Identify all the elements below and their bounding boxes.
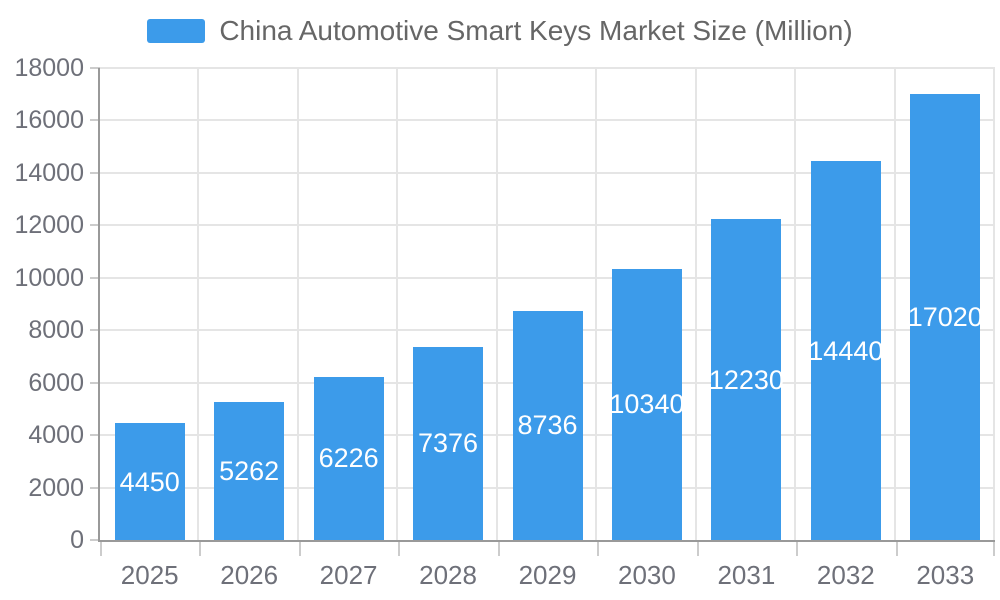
y-axis-tick-label: 4000 bbox=[28, 421, 84, 450]
y-axis-tick-label: 16000 bbox=[14, 106, 84, 135]
legend-label: China Automotive Smart Keys Market Size … bbox=[219, 15, 853, 46]
bar-value-label: 8736 bbox=[517, 410, 578, 441]
bar[interactable]: 7376 bbox=[413, 346, 484, 540]
y-axis-tick bbox=[90, 329, 100, 332]
gridline-vertical bbox=[794, 68, 797, 540]
gridline-vertical bbox=[993, 68, 995, 540]
y-axis-tick bbox=[90, 434, 100, 437]
x-axis-line bbox=[98, 540, 995, 542]
gridline-vertical bbox=[296, 68, 299, 540]
bar[interactable]: 14440 bbox=[808, 161, 884, 540]
x-axis-tick-label: 2026 bbox=[220, 560, 279, 590]
bar[interactable]: 4450 bbox=[114, 423, 185, 540]
x-axis-tick bbox=[398, 540, 401, 556]
gridline-vertical bbox=[197, 68, 200, 540]
y-axis-tick bbox=[90, 171, 100, 174]
y-axis-tick-label: 12000 bbox=[14, 211, 84, 240]
x-axis-tick bbox=[597, 540, 600, 556]
x-axis-tick-label: 2028 bbox=[419, 560, 477, 590]
x-axis-tick bbox=[796, 540, 799, 556]
gridline-vertical bbox=[495, 68, 498, 540]
gridline-vertical bbox=[694, 68, 697, 540]
y-axis-tick bbox=[90, 119, 100, 122]
y-axis-tick bbox=[90, 276, 100, 279]
x-axis-tick bbox=[993, 540, 995, 556]
y-axis-tick-label: 6000 bbox=[28, 368, 84, 397]
bar[interactable]: 5262 bbox=[214, 402, 285, 540]
bar-value-label: 14440 bbox=[808, 335, 884, 366]
gridline-horizontal bbox=[100, 67, 995, 69]
bar-value-label: 17020 bbox=[907, 301, 983, 332]
y-axis-tick bbox=[90, 381, 100, 384]
gridline-vertical bbox=[893, 68, 896, 540]
legend-item[interactable]: China Automotive Smart Keys Market Size … bbox=[0, 15, 1000, 47]
bar[interactable]: 12230 bbox=[708, 219, 784, 540]
x-axis-tick bbox=[100, 540, 102, 556]
y-axis-line bbox=[98, 68, 100, 540]
y-axis-tick bbox=[90, 486, 100, 489]
bar-value-label: 5262 bbox=[219, 456, 280, 487]
y-axis-tick-label: 10000 bbox=[14, 263, 84, 292]
gridline-horizontal bbox=[100, 119, 995, 122]
bar-value-label: 6226 bbox=[318, 443, 379, 474]
x-axis-tick-label: 2025 bbox=[120, 560, 179, 590]
legend-swatch bbox=[147, 19, 206, 43]
plot-area: 4450 5262 6226 7376 8736 10340 12230 14440 17020 bbox=[98, 67, 995, 542]
bar[interactable]: 8736 bbox=[512, 310, 583, 540]
x-axis-tick-label: 2029 bbox=[518, 560, 577, 590]
y-axis-tick-label: 8000 bbox=[28, 316, 84, 345]
gridline-vertical bbox=[595, 68, 598, 540]
gridline-horizontal bbox=[100, 276, 995, 279]
x-axis-tick bbox=[895, 540, 898, 556]
bar[interactable]: 10340 bbox=[609, 268, 685, 540]
bar-value-label: 12230 bbox=[708, 364, 784, 395]
y-axis-tick bbox=[90, 67, 100, 69]
x-axis-tick-label: 2030 bbox=[618, 560, 676, 590]
gridline-vertical bbox=[396, 68, 399, 540]
gridline-horizontal bbox=[100, 224, 995, 227]
x-axis-tick bbox=[199, 540, 202, 556]
y-axis-tick-label: 0 bbox=[70, 526, 84, 554]
x-axis-tick bbox=[497, 540, 500, 556]
x-axis-tick bbox=[298, 540, 301, 556]
x-axis-tick bbox=[696, 540, 699, 556]
y-axis-tick-label: 14000 bbox=[14, 158, 84, 187]
y-axis-tick bbox=[90, 224, 100, 227]
gridline-horizontal bbox=[100, 171, 995, 174]
x-axis-tick-label: 2031 bbox=[717, 560, 776, 590]
bar[interactable]: 6226 bbox=[313, 376, 384, 540]
x-axis-tick-label: 2027 bbox=[319, 560, 378, 590]
y-axis-tick bbox=[90, 539, 100, 541]
x-axis-tick-label: 2032 bbox=[816, 560, 875, 590]
y-axis-tick-label: 18000 bbox=[14, 54, 84, 82]
bar-value-label: 4450 bbox=[119, 466, 180, 497]
bar-value-label: 7376 bbox=[418, 428, 479, 459]
y-axis-tick-label: 2000 bbox=[28, 473, 84, 502]
bar[interactable]: 17020 bbox=[907, 93, 983, 540]
bar-value-label: 10340 bbox=[609, 389, 685, 420]
x-axis-tick-label: 2033 bbox=[916, 560, 975, 590]
